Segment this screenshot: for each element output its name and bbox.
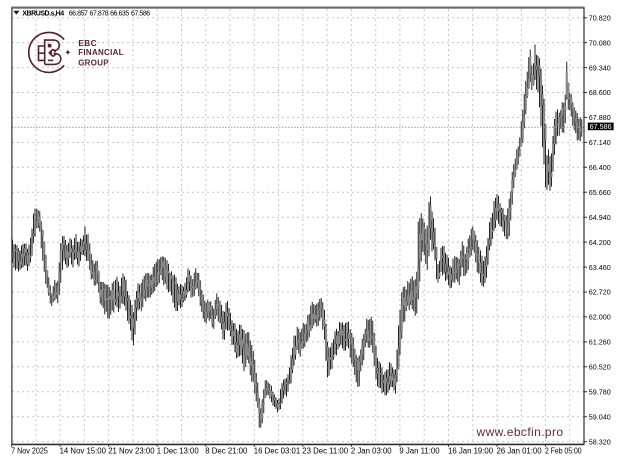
svg-text:XBRUSD.s,H4: XBRUSD.s,H4 <box>22 10 64 17</box>
svg-text:21 Nov 23:00: 21 Nov 23:00 <box>108 446 155 455</box>
svg-text:67.140: 67.140 <box>589 138 611 147</box>
svg-text:14 Nov 15:00: 14 Nov 15:00 <box>60 446 107 455</box>
svg-text:2 Jan 03:00: 2 Jan 03:00 <box>351 446 392 455</box>
svg-text:16 Dec 03:01: 16 Dec 03:01 <box>254 446 300 455</box>
svg-text:59.040: 59.040 <box>589 412 611 421</box>
svg-text:23 Dec 11:00: 23 Dec 11:00 <box>302 446 348 455</box>
svg-text:7 Nov 2025: 7 Nov 2025 <box>11 446 48 455</box>
svg-text:66.400: 66.400 <box>589 163 611 172</box>
svg-text:8 Dec 21:00: 8 Dec 21:00 <box>205 446 248 455</box>
svg-text:63.460: 63.460 <box>589 263 611 272</box>
svg-text:FINANCIAL: FINANCIAL <box>78 48 124 57</box>
svg-text:64.940: 64.940 <box>589 213 611 222</box>
svg-text:9 Jan 11:00: 9 Jan 11:00 <box>399 446 440 455</box>
svg-text:26 Jan 01:00: 26 Jan 01:00 <box>497 446 543 455</box>
svg-text:67.586: 67.586 <box>590 122 612 131</box>
svg-text:2 Feb 05:00: 2 Feb 05:00 <box>545 446 582 455</box>
svg-text:EBC: EBC <box>78 39 97 48</box>
svg-text:62.000: 62.000 <box>589 313 611 322</box>
svg-text:61.260: 61.260 <box>589 338 611 347</box>
svg-text:1 Dec 13:00: 1 Dec 13:00 <box>157 446 200 455</box>
svg-text:69.340: 69.340 <box>589 63 611 72</box>
svg-text:GROUP: GROUP <box>78 58 109 67</box>
svg-text:59.780: 59.780 <box>589 387 611 396</box>
svg-text:60.520: 60.520 <box>589 363 611 372</box>
svg-text:62.720: 62.720 <box>589 288 611 297</box>
svg-text:58.320: 58.320 <box>589 437 611 446</box>
svg-text:www.ebcfin.pro: www.ebcfin.pro <box>476 425 564 439</box>
svg-text:70.820: 70.820 <box>589 13 611 22</box>
svg-text:65.660: 65.660 <box>589 188 611 197</box>
svg-text:70.080: 70.080 <box>589 38 611 47</box>
svg-text:68.600: 68.600 <box>589 88 611 97</box>
svg-text:67.880: 67.880 <box>589 113 611 122</box>
svg-text:16 Jan 19:00: 16 Jan 19:00 <box>448 446 494 455</box>
svg-text:64.200: 64.200 <box>589 238 611 247</box>
